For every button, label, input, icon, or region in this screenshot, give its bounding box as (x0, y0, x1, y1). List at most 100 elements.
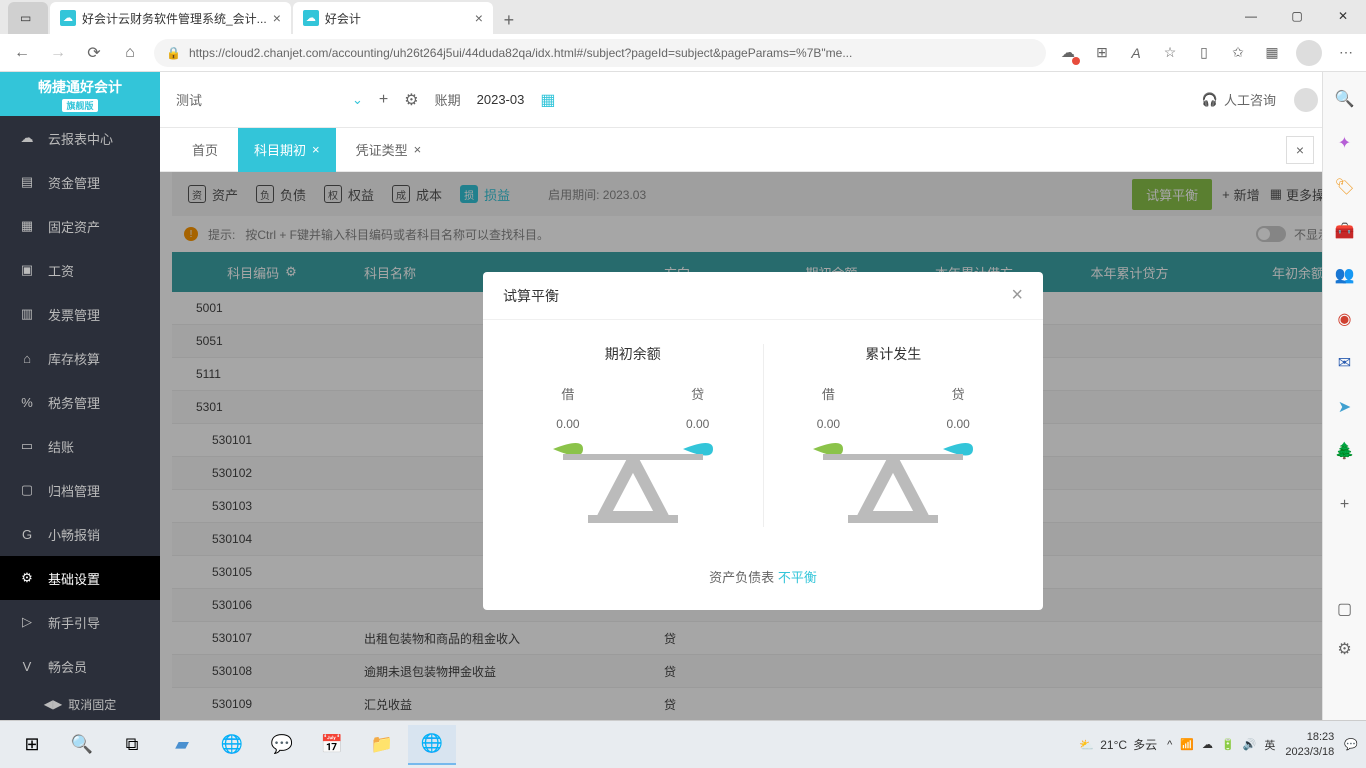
tab-home[interactable]: 首页 (176, 128, 234, 172)
modal-overlay: 试算平衡 × 期初余额 借 贷 0.00 0.00 (160, 172, 1366, 720)
debit-value: 0.00 (556, 417, 579, 431)
favorites-bar-icon[interactable]: ✩ (1228, 43, 1248, 63)
settings-icon[interactable]: ⚙ (1334, 638, 1356, 660)
volume-icon[interactable]: 🔊 (1243, 738, 1257, 751)
sidebar-item-icon: ▤ (18, 173, 36, 191)
tab-close-icon[interactable]: × (475, 10, 483, 26)
chrome-button[interactable]: 🌐 (208, 725, 256, 765)
sidebar-item-8[interactable]: ▢归档管理 (0, 468, 160, 512)
close-all-button[interactable]: × (1286, 136, 1314, 164)
window-close-button[interactable]: ✕ (1320, 0, 1366, 32)
search-icon[interactable]: 🔍 (1334, 88, 1356, 110)
shopping-icon[interactable]: 🏷 (1334, 176, 1356, 198)
tools-icon[interactable]: 🧰 (1334, 220, 1356, 242)
debit-label: 借 (561, 384, 574, 403)
collections-icon[interactable]: ▦ (1262, 43, 1282, 63)
modal-header: 试算平衡 × (483, 272, 1043, 320)
sidebar-item-label: 固定资产 (48, 217, 100, 236)
sidebar-item-4[interactable]: ▥发票管理 (0, 292, 160, 336)
sidebar-item-5[interactable]: ⌂ 库存核算 (0, 336, 160, 380)
refresh-button[interactable]: ⟳ (82, 41, 106, 65)
weather-widget[interactable]: ⛅ 21°C 多云 (1079, 736, 1157, 753)
notification-icon[interactable]: ☁ (1058, 43, 1078, 63)
tray-chevron-icon[interactable]: ^ (1167, 739, 1172, 751)
profile-icon[interactable] (1296, 40, 1322, 66)
consult-label: 人工咨询 (1224, 90, 1276, 109)
add-icon[interactable]: + (1334, 494, 1356, 516)
cloud-icon[interactable]: ☁ (1202, 738, 1213, 751)
tree-icon[interactable]: 🌲 (1334, 440, 1356, 462)
sidebar-item-label: 库存核算 (48, 349, 100, 368)
sidebar-item-12[interactable]: V畅会员 (0, 644, 160, 688)
sidebar-item-7[interactable]: ▭结账 (0, 424, 160, 468)
clock[interactable]: 18:23 2023/3/18 (1285, 730, 1334, 759)
ime-indicator[interactable]: 英 (1264, 737, 1275, 753)
sidebar-collapse-button[interactable]: ◀▶ 取消固定 (0, 688, 160, 720)
sidebar-item-2[interactable]: ▦固定资产 (0, 204, 160, 248)
sidebar-item-10[interactable]: ⚙基础设置 (0, 556, 160, 600)
battery-icon[interactable]: 🔋 (1221, 738, 1235, 751)
tab-close-icon[interactable]: × (273, 10, 281, 26)
modal-close-button[interactable]: × (1011, 284, 1023, 307)
home-button[interactable]: ⌂ (118, 41, 142, 65)
wifi-icon[interactable]: 📶 (1180, 738, 1194, 751)
tab-label: 凭证类型 (356, 140, 408, 159)
explorer-button[interactable]: 📁 (358, 725, 406, 765)
back-button[interactable]: ← (10, 41, 34, 65)
col-title: 累计发生 (865, 344, 921, 364)
gear-icon[interactable]: ⚙ (404, 90, 418, 110)
sidebar-item-label: 结账 (48, 437, 74, 456)
taskbar: ⊞ 🔍 ⧉ ▰ 🌐 💬 📅 📁 🌐 ⛅ 21°C 多云 ^ 📶 ☁ 🔋 🔊 英 … (0, 720, 1366, 768)
url-input[interactable]: 🔒 https://cloud2.chanjet.com/accounting/… (154, 39, 1046, 67)
tab-voucher-type[interactable]: 凭证类型 × (340, 128, 438, 172)
trial-balance-modal: 试算平衡 × 期初余额 借 贷 0.00 0.00 (483, 272, 1043, 610)
menu-icon[interactable]: ⋯ (1336, 43, 1356, 63)
start-button[interactable]: ⊞ (8, 725, 56, 765)
plus-icon[interactable]: + (379, 91, 388, 109)
headset-icon: 🎧 (1202, 92, 1218, 108)
window-minimize-button[interactable]: ― (1228, 0, 1274, 32)
sidebar-item-11[interactable]: ▷新手引导 (0, 600, 160, 644)
text-size-icon[interactable]: A (1126, 43, 1146, 63)
logo: 畅捷通好会计 旗舰版 (0, 72, 160, 116)
games-icon[interactable]: 👥 (1334, 264, 1356, 286)
outlook-icon[interactable]: ✉ (1334, 352, 1356, 374)
browser-tab-1[interactable]: ☁ 好会计云财务软件管理系统_会计... × (50, 2, 291, 34)
close-icon[interactable]: × (414, 142, 422, 157)
extension-icon[interactable]: ⊞ (1092, 43, 1112, 63)
forward-button[interactable]: → (46, 41, 70, 65)
search-button[interactable]: 🔍 (58, 725, 106, 765)
app-1[interactable]: ▰ (158, 725, 206, 765)
sidebar-item-icon: ⌂ (18, 349, 36, 367)
debit-value: 0.00 (817, 417, 840, 431)
calendar-button[interactable]: 📅 (308, 725, 356, 765)
split-icon[interactable]: ▯ (1194, 43, 1214, 63)
browser-tab-corner[interactable]: ▭ (8, 2, 48, 34)
office-icon[interactable]: ◉ (1334, 308, 1356, 330)
company-selector[interactable]: 测试 ⌄ (176, 90, 363, 109)
send-icon[interactable]: ➤ (1334, 396, 1356, 418)
sidebar-item-6[interactable]: %税务管理 (0, 380, 160, 424)
panel-icon[interactable]: ▢ (1334, 598, 1356, 620)
notification-center-icon[interactable]: 💬 (1344, 738, 1358, 751)
browser-tab-2[interactable]: ☁ 好会计 × (293, 2, 493, 34)
close-icon[interactable]: × (312, 142, 320, 157)
sidebar-item-0[interactable]: ☁云报表中心 (0, 116, 160, 160)
date: 2023/3/18 (1285, 745, 1334, 759)
tab-subject-init[interactable]: 科目期初 × (238, 128, 336, 172)
weather-temp: 21°C (1100, 738, 1127, 752)
window-maximize-button[interactable]: ▢ (1274, 0, 1320, 32)
discover-icon[interactable]: ✦ (1334, 132, 1356, 154)
favorite-icon[interactable]: ☆ (1160, 43, 1180, 63)
sidebar-item-9[interactable]: G小畅报销 (0, 512, 160, 556)
logo-sub: 旗舰版 (62, 99, 97, 112)
task-view-button[interactable]: ⧉ (108, 725, 156, 765)
new-tab-button[interactable]: + (495, 6, 523, 34)
calendar-icon[interactable]: ▦ (540, 90, 555, 110)
edge-button[interactable]: 🌐 (408, 725, 456, 765)
sidebar-item-1[interactable]: ▤资金管理 (0, 160, 160, 204)
wechat-button[interactable]: 💬 (258, 725, 306, 765)
unbalanced-link[interactable]: 不平衡 (778, 570, 817, 585)
sidebar-item-3[interactable]: ▣工资 (0, 248, 160, 292)
consult-link[interactable]: 🎧 人工咨询 (1202, 90, 1276, 109)
